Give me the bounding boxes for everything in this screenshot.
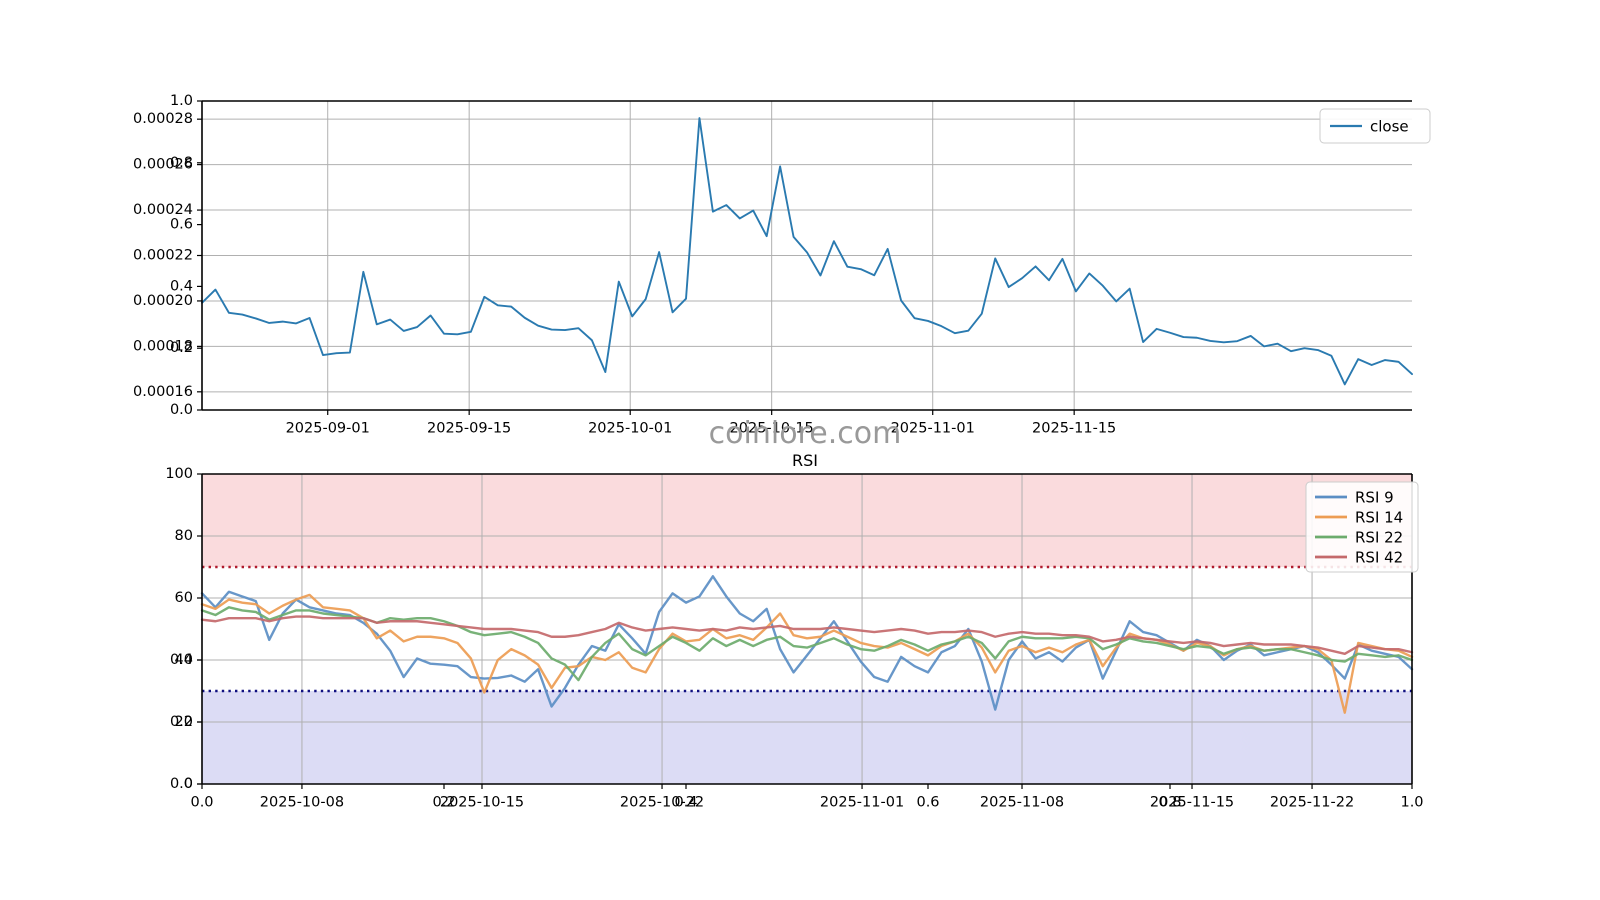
rsi-ytick2-label: 0.2 [170, 714, 193, 730]
price-legend-label-close: close [1370, 118, 1409, 136]
price-xtick-label: 2025-11-01 [891, 421, 975, 437]
price-ytick-label: 0.00016 [133, 384, 193, 400]
rsi-line-rsi-42 [200, 615, 1414, 656]
price-xtick-label: 2025-11-15 [1032, 421, 1116, 437]
rsi-subplot-title: RSI [792, 451, 818, 470]
rsi-ytick-label: 100 [165, 466, 193, 482]
rsi-xtick2-label: 0.0 [190, 795, 213, 811]
rsi-legend-label-rsi-14: RSI 14 [1355, 509, 1403, 527]
rsi-ytick-label: 60 [175, 590, 193, 606]
price-line-close [201, 117, 1413, 386]
price-ytick2-label: 0.2 [170, 340, 193, 356]
price-ytick2-label: 1.0 [170, 93, 193, 109]
rsi-xtick-label: 2025-11-08 [980, 795, 1064, 811]
rsi-xtick-label: 2025-11-01 [820, 795, 904, 811]
price-panel: 0.00016 0.00018 0.00020 0.00022 0.00024 0.000… [133, 93, 1431, 437]
rsi-legend-label-rsi-9: RSI 9 [1355, 489, 1394, 507]
rsi-legend[interactable]: RSI 9 RSI 14 RSI 22 RSI 42 [1305, 481, 1419, 573]
price-xtick-label: 2025-10-01 [588, 421, 672, 437]
price-ytick2-label: 0.8 [170, 155, 193, 171]
rsi-xtick2-label: 0.6 [916, 795, 939, 811]
rsi-ytick-label: 40 [175, 652, 193, 668]
rsi-ytick-label: 80 [175, 528, 193, 544]
rsi-xtick2-label: 1.0 [1400, 795, 1423, 811]
rsi-ytick-label: 20 [175, 714, 193, 730]
rsi-line-rsi-22 [200, 606, 1414, 682]
rsi-panel: coinlore.com RSI 0 20 40 60 80 100 0.0 0.2 0.4 2025… [0, 416, 1600, 900]
rsi-xtick-label: 2025-11-15 [1150, 795, 1234, 811]
price-legend[interactable]: close [1319, 108, 1431, 144]
rsi-line-rsi-14 [200, 593, 1414, 714]
price-ytick-label: 0.00028 [133, 111, 193, 127]
price-ytick-label: 0.00022 [133, 248, 193, 264]
rsi-oversold-band [202, 691, 1412, 784]
price-legend-box [1319, 108, 1431, 144]
price-xtick-label: 2025-09-15 [427, 421, 511, 437]
rsi-legend-label-rsi-22: RSI 22 [1355, 529, 1403, 547]
rsi-xtick-label: 2025-10-08 [260, 795, 344, 811]
rsi-legend-label-rsi-42: RSI 42 [1355, 549, 1403, 567]
rsi-xtick-label: 2025-10-15 [440, 795, 524, 811]
price-ytick-label: 0.00026 [133, 157, 193, 173]
rsi-ytick2-label: 0.0 [170, 776, 193, 792]
price-ytick2-label: 0.4 [170, 278, 193, 294]
rsi-xtick-label: 2025-10-22 [620, 795, 704, 811]
price-ytick2-label: 0.6 [170, 217, 193, 233]
rsi-xtick2-label: 0.8 [1158, 795, 1181, 811]
price-xtick-label: 2025-09-01 [286, 421, 370, 437]
price-ytick-label: 0.00018 [133, 338, 193, 354]
watermark-coinlore: coinlore.com [709, 416, 902, 451]
rsi-overbought-band [202, 474, 1412, 567]
rsi-ytick-label: 0 [184, 776, 193, 792]
rsi-xtick2-label: 0.4 [674, 795, 697, 811]
price-ytick2-label: 0.0 [170, 402, 193, 418]
price-ytick-label: 0.00024 [133, 202, 193, 218]
rsi-xtick-label: 2025-11-22 [1270, 795, 1354, 811]
rsi-legend-box [1305, 481, 1419, 573]
rsi-ytick2-label: 0.4 [170, 652, 193, 668]
rsi-xtick2-label: 0.2 [432, 795, 455, 811]
price-xtick-label: 2025-10-15 [730, 421, 814, 437]
price-ytick-label: 0.00020 [133, 293, 193, 309]
